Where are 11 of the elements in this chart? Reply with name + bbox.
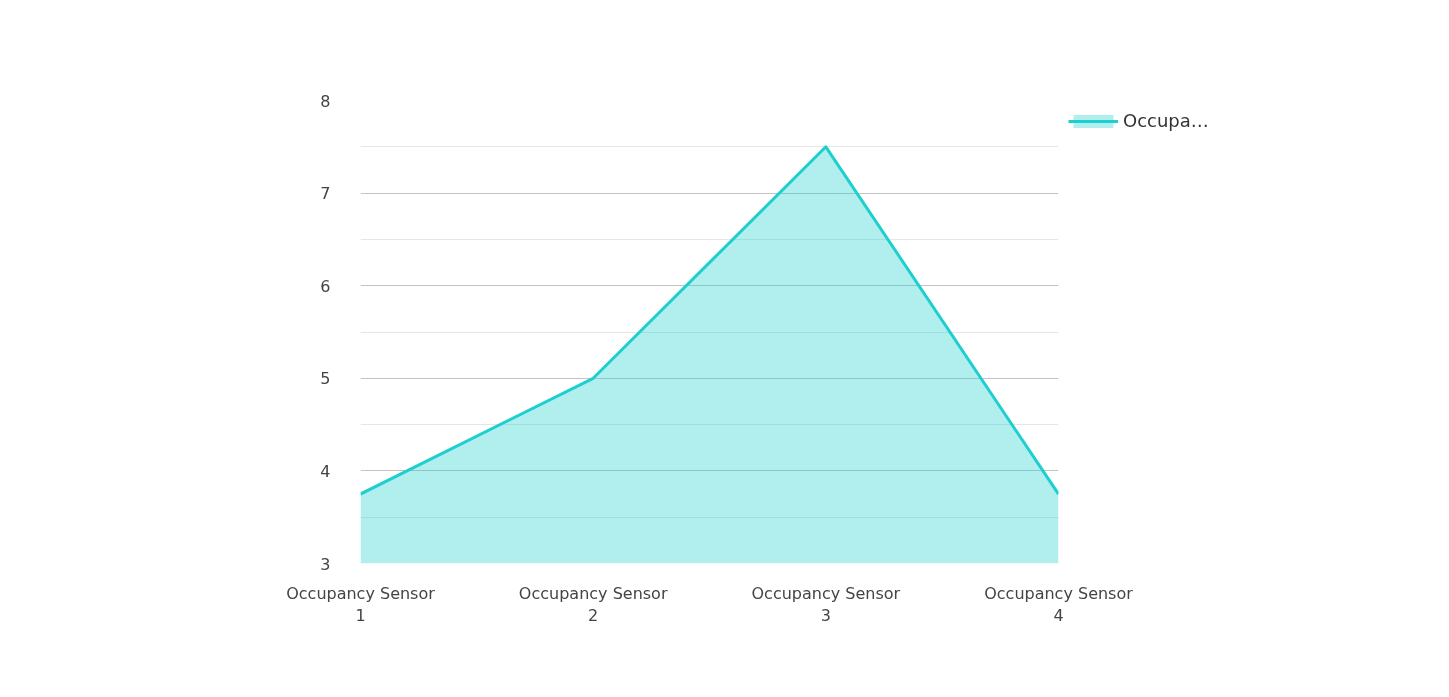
x-tick-label: Occupancy Sensor 2 xyxy=(518,583,668,626)
y-tick-label: 5 xyxy=(320,369,331,389)
y-tick-label: 6 xyxy=(320,276,331,296)
y-tick-label: 4 xyxy=(320,461,331,481)
y-tick-label: 7 xyxy=(320,184,331,204)
y-tick-label: 3 xyxy=(320,554,331,574)
y-tick-label: 8 xyxy=(320,91,331,111)
x-tick-label: Occupancy Sensor 3 xyxy=(751,583,901,626)
legend-label: Occupa… xyxy=(1123,110,1209,131)
x-tick-label: Occupancy Sensor 1 xyxy=(286,583,436,626)
x-tick-label: Occupancy Sensor 4 xyxy=(984,583,1134,626)
